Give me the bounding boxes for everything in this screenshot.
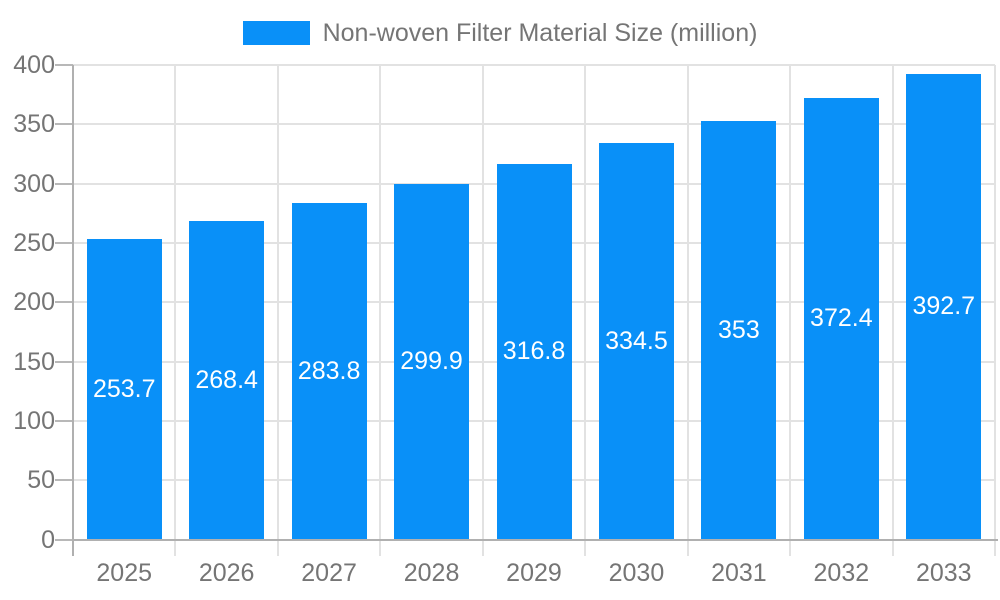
y-axis-tick (55, 301, 73, 304)
bar-2028: 299.9 (394, 183, 470, 540)
legend[interactable]: Non-woven Filter Material Size (million) (0, 18, 1000, 48)
gridline-horizontal (73, 64, 995, 66)
x-axis-tick-label: 2033 (915, 559, 972, 587)
x-axis-tick-label: 2032 (813, 559, 870, 587)
y-axis-tick-label: 0 (41, 525, 55, 554)
x-axis-tick-label: 2025 (96, 559, 153, 587)
legend-swatch (242, 21, 310, 45)
gridline-horizontal (73, 123, 995, 126)
bar-value-label: 253.7 (92, 374, 156, 403)
x-axis-tick-label: 2030 (608, 559, 665, 587)
bar-value-label: 268.4 (195, 365, 258, 394)
bar-value-label: 372.4 (810, 304, 873, 333)
gridline-vertical (481, 65, 484, 556)
bar-2033: 392.7 (906, 73, 982, 540)
gridline-vertical (686, 65, 689, 556)
bar-value-label: 299.9 (400, 347, 463, 376)
bar-value-label: 392.7 (912, 292, 976, 321)
x-axis-tick-label: 2031 (711, 559, 767, 587)
y-axis-tick (55, 419, 73, 422)
y-axis-tick-label: 50 (27, 466, 55, 495)
gridline-vertical (891, 65, 894, 556)
bar-2030: 334.5 (598, 142, 674, 540)
bar-2031: 353 (701, 120, 777, 540)
y-axis-tick (55, 241, 73, 244)
bar-2029: 316.8 (496, 163, 572, 540)
y-axis-line (72, 65, 74, 556)
y-axis-tick-label: 100 (13, 406, 55, 435)
bar-2032: 372.4 (803, 97, 879, 540)
bar-value-label: 334.5 (605, 326, 668, 355)
gridline-vertical (994, 65, 996, 556)
y-axis-tick-label: 250 (13, 228, 55, 257)
x-axis-tick-label: 2026 (198, 559, 255, 587)
y-axis-tick (55, 64, 73, 66)
y-axis-tick (55, 360, 73, 363)
y-axis-tick-label: 350 (13, 110, 55, 139)
bar-2025: 253.7 (86, 238, 162, 540)
bar-2027: 283.8 (291, 202, 367, 540)
y-axis-tick-label: 300 (13, 169, 55, 198)
gridline-vertical (789, 65, 792, 556)
bar-2026: 268.4 (189, 221, 265, 540)
bar-value-label: 316.8 (502, 337, 566, 366)
x-axis-line (73, 538, 998, 541)
y-axis-tick (55, 182, 73, 185)
gridline-vertical (174, 65, 177, 556)
y-axis-tick (55, 479, 73, 482)
gridline-vertical (379, 65, 382, 556)
y-axis-tick-label: 400 (13, 51, 55, 79)
legend-label: Non-woven Filter Material Size (million) (322, 19, 758, 47)
x-axis-tick-label: 2028 (403, 559, 460, 587)
bar-value-label: 283.8 (297, 356, 361, 385)
y-axis-tick-label: 200 (13, 288, 55, 317)
y-axis-tick (55, 538, 73, 541)
y-axis-tick-label: 150 (13, 347, 55, 376)
y-axis-tick (55, 123, 73, 126)
x-axis-tick-label: 2029 (506, 559, 562, 587)
x-axis-tick-label: 2027 (301, 559, 357, 587)
gridline-vertical (276, 65, 279, 556)
bar-value-label: 353 (718, 315, 760, 344)
gridline-vertical (584, 65, 587, 556)
